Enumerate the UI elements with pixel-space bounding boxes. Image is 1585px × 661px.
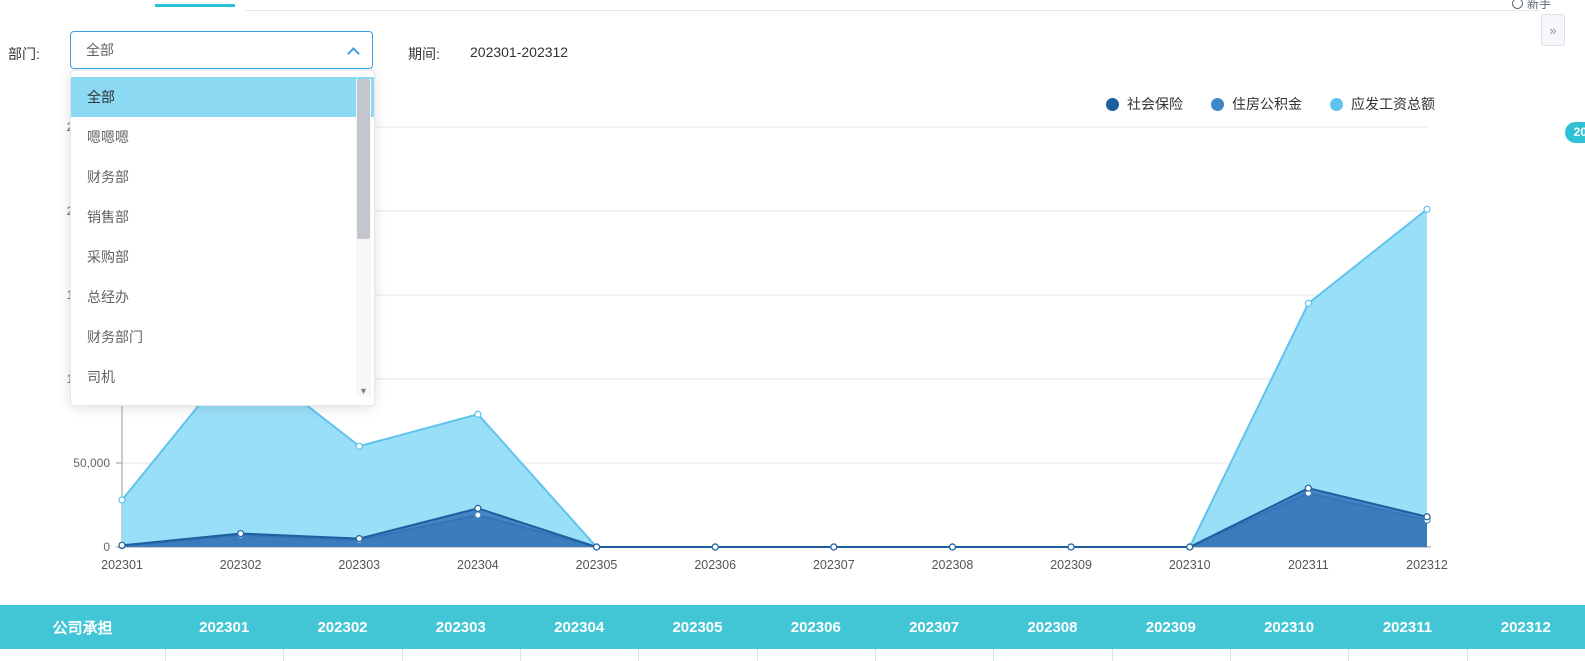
table-header-cell: 202301 — [199, 618, 250, 636]
side-date-badge[interactable]: 20 — [1564, 122, 1585, 143]
table-header-cell: 202304 — [554, 618, 605, 636]
table-row — [0, 649, 1585, 661]
legend-item-gross-salary[interactable]: 应发工资总额 — [1330, 94, 1435, 114]
department-select-value: 全部 — [86, 42, 114, 58]
help-circle-icon — [1511, 0, 1523, 9]
svg-text:202304: 202304 — [457, 558, 499, 572]
chevron-up-icon — [347, 47, 360, 60]
topbar-divider — [245, 10, 1540, 11]
legend-dot-icon — [1106, 97, 1119, 111]
dropdown-option[interactable]: 全部 — [71, 77, 374, 117]
svg-text:50,000: 50,000 — [73, 456, 110, 470]
svg-text:202312: 202312 — [1406, 558, 1448, 572]
department-dropdown: 全部 嗯嗯嗯 财务部 销售部 采购部 总经办 财务部门 司机 ▼ — [70, 70, 375, 406]
table-header-cell: 202310 — [1264, 618, 1315, 636]
active-tab-indicator — [155, 4, 235, 7]
dropdown-option[interactable]: 财务部门 — [87, 329, 143, 345]
svg-text:202302: 202302 — [220, 558, 262, 572]
svg-text:202311: 202311 — [1288, 558, 1329, 572]
novice-guide-label: 新手 — [1526, 0, 1551, 11]
svg-text:202303: 202303 — [338, 558, 380, 572]
table-header-cell: 202309 — [1145, 618, 1196, 636]
legend-dot-icon — [1211, 97, 1224, 111]
department-select[interactable]: 全部 — [70, 31, 373, 69]
svg-text:202301: 202301 — [101, 558, 143, 572]
dropdown-option[interactable]: 采购部 — [87, 249, 129, 265]
table-header-cell: 202311 — [1382, 618, 1433, 636]
svg-text:202309: 202309 — [1050, 558, 1092, 572]
svg-text:202308: 202308 — [932, 558, 974, 572]
dropdown-option[interactable]: 总经办 — [87, 289, 129, 305]
table-header-cell: 202303 — [435, 618, 486, 636]
table-header-cell: 202308 — [1027, 618, 1078, 636]
period-label: 期间: — [408, 46, 440, 62]
svg-text:202306: 202306 — [694, 558, 736, 572]
table-header-cell: 公司承担 — [52, 619, 113, 637]
legend-item-housing-fund[interactable]: 住房公积金 — [1211, 94, 1302, 114]
table-header-cell: 202306 — [790, 618, 841, 636]
svg-text:202305: 202305 — [576, 558, 618, 572]
dropdown-option[interactable]: 司机 — [87, 369, 115, 385]
panel-expand-button[interactable]: » — [1541, 14, 1565, 46]
novice-guide-button[interactable]: 新手 — [1511, 0, 1551, 12]
table-header-row: 公司承担 202301 202302 202303 202304 202305 … — [0, 605, 1585, 649]
dropdown-option[interactable]: 嗯嗯嗯 — [87, 129, 129, 145]
svg-text:202310: 202310 — [1169, 558, 1211, 572]
company-burden-table: 公司承担 202301 202302 202303 202304 202305 … — [0, 605, 1585, 661]
scroll-down-arrow-icon[interactable]: ▼ — [359, 386, 368, 396]
double-chevron-right-icon: » — [1549, 22, 1557, 38]
table-header-cell: 202305 — [672, 618, 723, 636]
scrollbar-thumb[interactable] — [357, 79, 370, 239]
legend-item-social-insurance[interactable]: 社会保险 — [1106, 94, 1183, 114]
dropdown-option[interactable]: 财务部 — [87, 169, 129, 185]
period-value: 202301-202312 — [470, 44, 569, 60]
dropdown-option[interactable]: 销售部 — [87, 209, 129, 225]
legend-dot-icon — [1330, 97, 1343, 111]
table-header-cell: 202302 — [317, 618, 368, 636]
table-header-cell: 202312 — [1500, 618, 1551, 636]
table-header-cell: 202307 — [909, 618, 960, 636]
dropdown-scrollbar[interactable]: ▼ — [356, 79, 371, 397]
department-label: 部门: — [8, 46, 40, 62]
chart-legend: 社会保险 住房公积金 应发工资总额 — [1106, 94, 1435, 114]
svg-text:202307: 202307 — [813, 558, 855, 572]
svg-text:0: 0 — [103, 540, 110, 554]
